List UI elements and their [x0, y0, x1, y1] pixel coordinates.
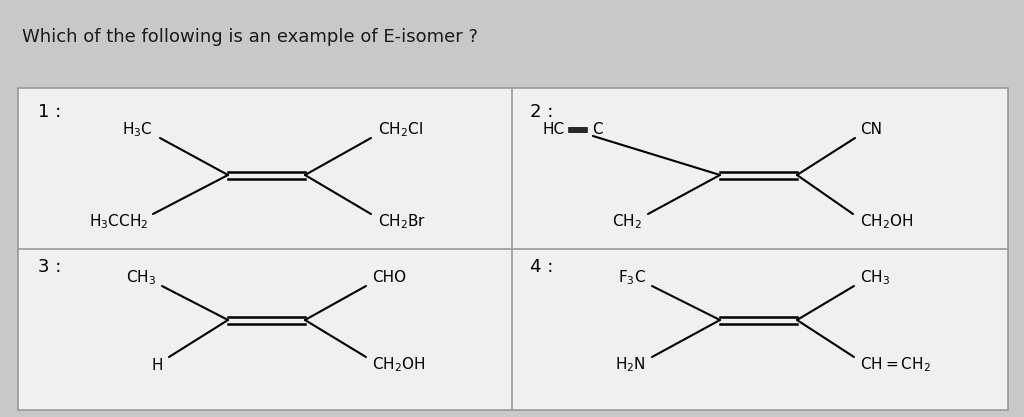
Text: $\mathregular{CH_2}$: $\mathregular{CH_2}$	[612, 213, 642, 231]
Text: CHO: CHO	[372, 271, 407, 286]
Text: $\mathregular{H_3C}$: $\mathregular{H_3C}$	[122, 121, 153, 139]
Text: H: H	[152, 357, 163, 372]
Text: $\mathregular{CH_2Cl}$: $\mathregular{CH_2Cl}$	[378, 121, 423, 139]
Text: HC: HC	[543, 123, 565, 138]
Text: 3 :: 3 :	[38, 258, 61, 276]
Text: C: C	[592, 123, 603, 138]
Text: $\mathregular{H_3CCH_2}$: $\mathregular{H_3CCH_2}$	[88, 213, 148, 231]
Text: 2 :: 2 :	[530, 103, 553, 121]
Text: $\mathregular{F_3C}$: $\mathregular{F_3C}$	[618, 269, 646, 287]
Text: 1 :: 1 :	[38, 103, 61, 121]
Text: $\mathregular{CH_3}$: $\mathregular{CH_3}$	[860, 269, 890, 287]
Text: $\mathregular{CH_2OH}$: $\mathregular{CH_2OH}$	[372, 356, 425, 374]
Text: Which of the following is an example of E-isomer ?: Which of the following is an example of …	[22, 28, 478, 46]
Text: $\mathregular{CH_2Br}$: $\mathregular{CH_2Br}$	[378, 213, 426, 231]
Text: $\mathregular{CH_2OH}$: $\mathregular{CH_2OH}$	[860, 213, 913, 231]
Text: $\mathregular{H_2N}$: $\mathregular{H_2N}$	[615, 356, 646, 374]
Text: CN: CN	[860, 123, 882, 138]
Text: $\mathregular{CH{=}CH_2}$: $\mathregular{CH{=}CH_2}$	[860, 356, 931, 374]
Text: $\mathregular{CH_3}$: $\mathregular{CH_3}$	[126, 269, 156, 287]
Bar	[18, 88, 1008, 410]
Text: 4 :: 4 :	[530, 258, 553, 276]
